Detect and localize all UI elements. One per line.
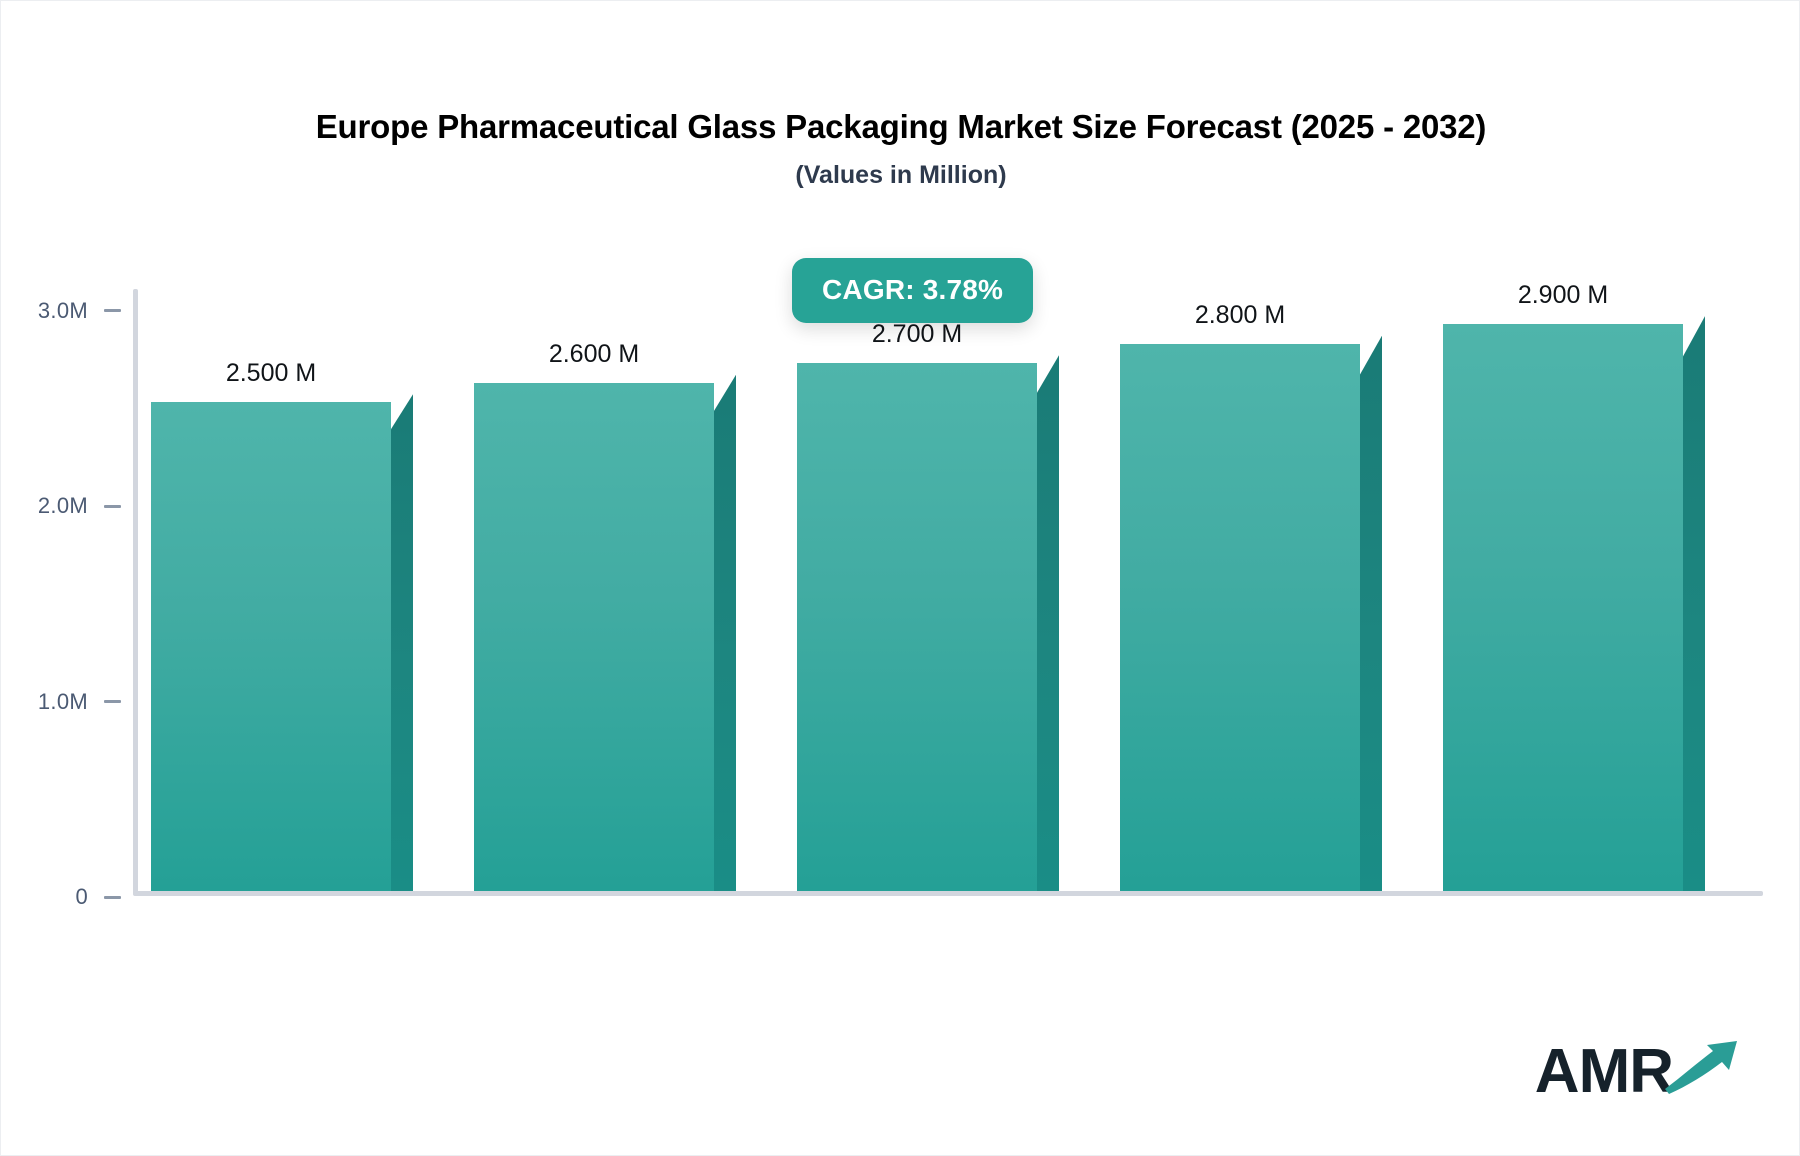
bar-value-label: 2.700 M [871,320,963,349]
page-title: Europe Pharmaceutical Glass Packaging Ma… [315,108,1487,145]
y-axis-tick-3.0M: 3.0M [38,298,133,324]
y-axis-tick-label: 2.0M [37,493,88,519]
bar-side-face [391,394,413,891]
y-axis-tick-dash-icon [104,700,121,704]
y-axis-line [133,289,138,895]
bar-value-label: 2.900 M [1517,281,1609,310]
y-axis-tick-label: 1.0M [37,688,88,714]
y-axis-tick-dash-icon [104,309,121,313]
bar-value-label: 2.800 M [1194,300,1286,329]
title-block: Europe Pharmaceutical Glass Packaging Ma… [1,108,1799,190]
bar-front [1443,324,1683,891]
amr-logo-text: AMR [1534,1037,1674,1106]
bar-side-face [1683,316,1705,891]
y-axis-tick-2.0M: 2.0M [38,493,133,519]
bar-side-face [714,374,736,891]
bar-value-label: 2.600 M [548,339,640,368]
y-axis-tick-0: 0 [75,884,133,910]
y-axis-tick-label: 3.0M [37,297,88,323]
bar-side-face [1360,335,1382,891]
chart-subtitle: (Values in Million) [795,161,1007,190]
x-axis-line [133,891,1763,896]
bar-side-face [1037,355,1059,891]
bar-front [1120,343,1360,891]
bar-front [797,363,1037,891]
y-axis-tick-label: 0 [75,884,88,909]
bar-front [151,402,391,891]
amr-logo: AMR [1535,1029,1741,1115]
y-axis-tick-dash-icon [104,895,121,899]
bars-layer: 2.500 M 2022 2.600 M 2023 2.700 M 2024 2… [133,281,1763,895]
growth-arrow-icon [1663,1037,1741,1102]
y-axis-tick-dash-icon [104,504,121,508]
bar-value-label: 2.500 M [225,359,317,388]
y-axis-tick-1.0M: 1.0M [38,689,133,715]
bar-front [474,382,714,891]
plot-area: 3.0M 2.0M 1.0M 0 2.500 M 2022 [38,281,1763,909]
cagr-badge: CAGR: 3.78% [792,258,1034,323]
